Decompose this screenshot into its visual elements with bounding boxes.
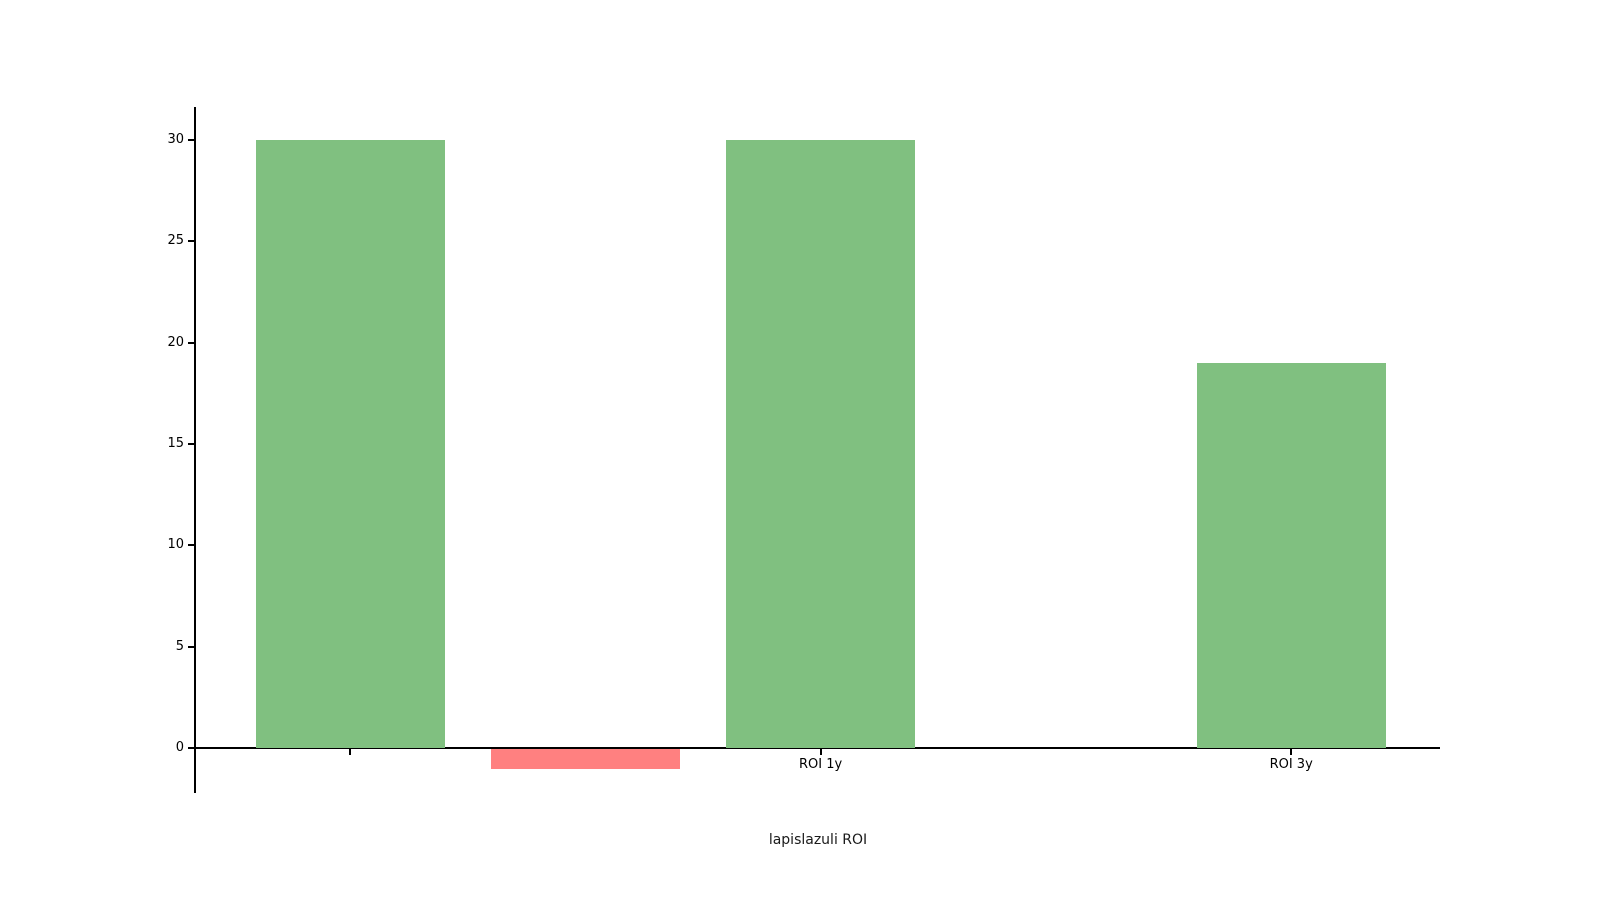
y-axis-spine bbox=[194, 107, 196, 793]
bar-slot-1 bbox=[255, 139, 445, 748]
chart-xlabel: lapislazuli ROI bbox=[768, 832, 868, 848]
bar-roi-1y bbox=[726, 139, 916, 748]
y-tick-mark bbox=[188, 544, 194, 547]
y-tick-label: 5 bbox=[175, 638, 184, 654]
x-tick-label: ROI 1y bbox=[798, 757, 843, 772]
y-tick-label: 10 bbox=[167, 537, 184, 553]
y-tick-mark bbox=[188, 341, 194, 344]
y-tick-mark bbox=[188, 442, 194, 445]
bar-slot-2 bbox=[490, 749, 680, 770]
x-tick-mark bbox=[1290, 749, 1293, 755]
y-tick-label: 30 bbox=[167, 131, 184, 147]
y-tick-label: 20 bbox=[167, 334, 184, 350]
y-tick-mark bbox=[188, 138, 194, 141]
x-axis-spine bbox=[196, 747, 1440, 749]
y-tick-label: 0 bbox=[175, 740, 184, 755]
y-tick-mark bbox=[188, 645, 194, 648]
x-tick-mark bbox=[819, 749, 822, 755]
y-tick-mark bbox=[188, 747, 194, 749]
y-tick-label: 25 bbox=[167, 233, 184, 249]
y-tick-label: 15 bbox=[167, 435, 184, 451]
x-tick-label: ROI 3y bbox=[1269, 757, 1313, 772]
y-tick-mark bbox=[188, 240, 194, 243]
bar-roi-3y bbox=[1196, 362, 1386, 748]
x-tick-mark bbox=[349, 749, 351, 755]
